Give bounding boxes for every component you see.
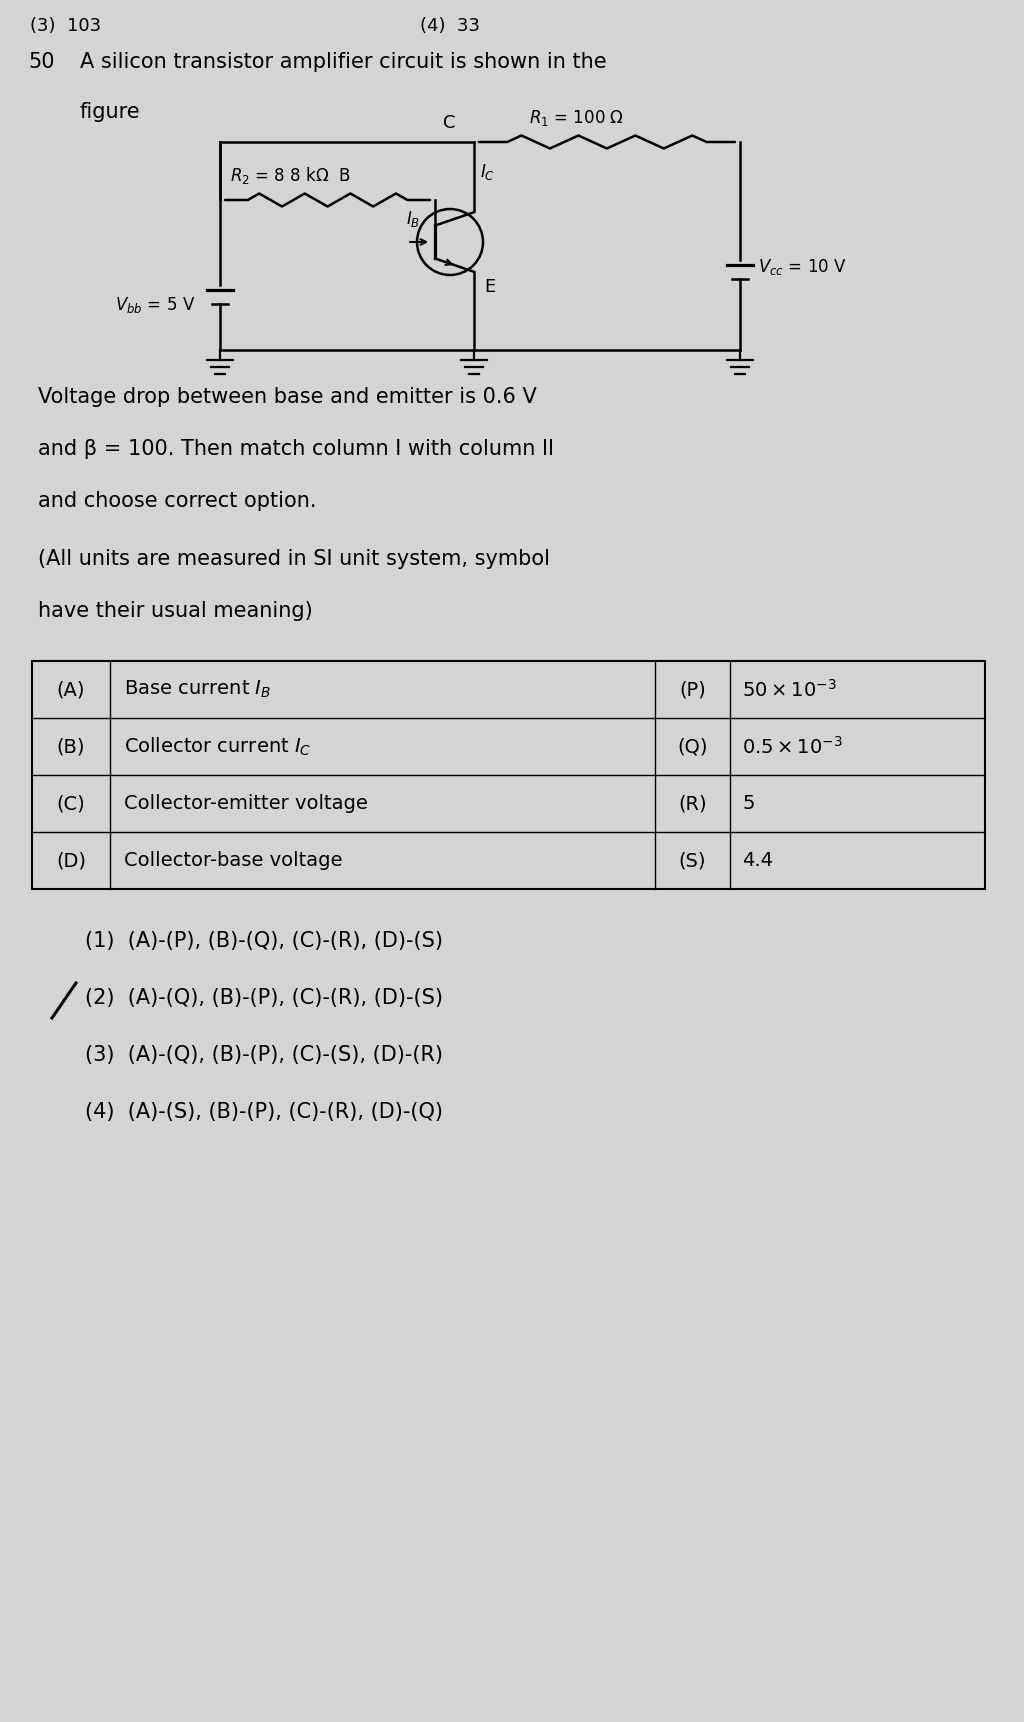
Text: (S): (S) — [679, 851, 707, 870]
Text: $R_1$ = 100 $\Omega$: $R_1$ = 100 $\Omega$ — [528, 108, 624, 127]
Text: (3)  103: (3) 103 — [30, 17, 101, 34]
Text: (P): (P) — [679, 680, 706, 699]
Text: C: C — [443, 114, 456, 133]
Text: (All units are measured in SI unit system, symbol: (All units are measured in SI unit syste… — [38, 549, 550, 568]
Text: Collector current $I_C$: Collector current $I_C$ — [124, 735, 311, 758]
Text: (D): (D) — [56, 851, 86, 870]
Text: $V_{bb}$ = 5 V: $V_{bb}$ = 5 V — [115, 294, 196, 315]
Text: Base current $I_B$: Base current $I_B$ — [124, 678, 271, 701]
Text: 4.4: 4.4 — [742, 851, 773, 870]
Text: and β = 100. Then match column I with column II: and β = 100. Then match column I with co… — [38, 439, 554, 460]
Text: 50: 50 — [28, 52, 54, 72]
Text: figure: figure — [80, 102, 140, 122]
Text: $I_C$: $I_C$ — [480, 162, 495, 183]
Text: have their usual meaning): have their usual meaning) — [38, 601, 312, 622]
Text: (3)  (A)-(Q), (B)-(P), (C)-(S), (D)-(R): (3) (A)-(Q), (B)-(P), (C)-(S), (D)-(R) — [85, 1045, 443, 1064]
Bar — [32, 661, 985, 889]
Text: (2)  (A)-(Q), (B)-(P), (C)-(R), (D)-(S): (2) (A)-(Q), (B)-(P), (C)-(R), (D)-(S) — [85, 988, 443, 1007]
Text: A silicon transistor amplifier circuit is shown in the: A silicon transistor amplifier circuit i… — [80, 52, 606, 72]
Text: and choose correct option.: and choose correct option. — [38, 491, 316, 511]
Text: (4)  33: (4) 33 — [420, 17, 480, 34]
Text: $V_{cc}$ = 10 V: $V_{cc}$ = 10 V — [758, 257, 847, 277]
Text: (C): (C) — [56, 794, 85, 813]
Text: 5: 5 — [742, 794, 755, 813]
Text: Voltage drop between base and emitter is 0.6 V: Voltage drop between base and emitter is… — [38, 387, 537, 406]
Text: (B): (B) — [56, 737, 85, 756]
Text: E: E — [483, 277, 495, 296]
Text: $0.5 \times 10^{-3}$: $0.5 \times 10^{-3}$ — [742, 735, 843, 758]
Text: $R_2$ = 8 8 k$\Omega$  B: $R_2$ = 8 8 k$\Omega$ B — [230, 165, 351, 186]
Text: Collector-emitter voltage: Collector-emitter voltage — [124, 794, 368, 813]
Text: (4)  (A)-(S), (B)-(P), (C)-(R), (D)-(Q): (4) (A)-(S), (B)-(P), (C)-(R), (D)-(Q) — [85, 1102, 443, 1123]
Text: Collector-base voltage: Collector-base voltage — [124, 851, 342, 870]
Text: (1)  (A)-(P), (B)-(Q), (C)-(R), (D)-(S): (1) (A)-(P), (B)-(Q), (C)-(R), (D)-(S) — [85, 932, 443, 951]
Text: (A): (A) — [56, 680, 85, 699]
Text: (R): (R) — [678, 794, 707, 813]
Text: $50 \times 10^{-3}$: $50 \times 10^{-3}$ — [742, 678, 837, 701]
Text: $I_B$: $I_B$ — [407, 208, 420, 229]
Text: (Q): (Q) — [677, 737, 708, 756]
